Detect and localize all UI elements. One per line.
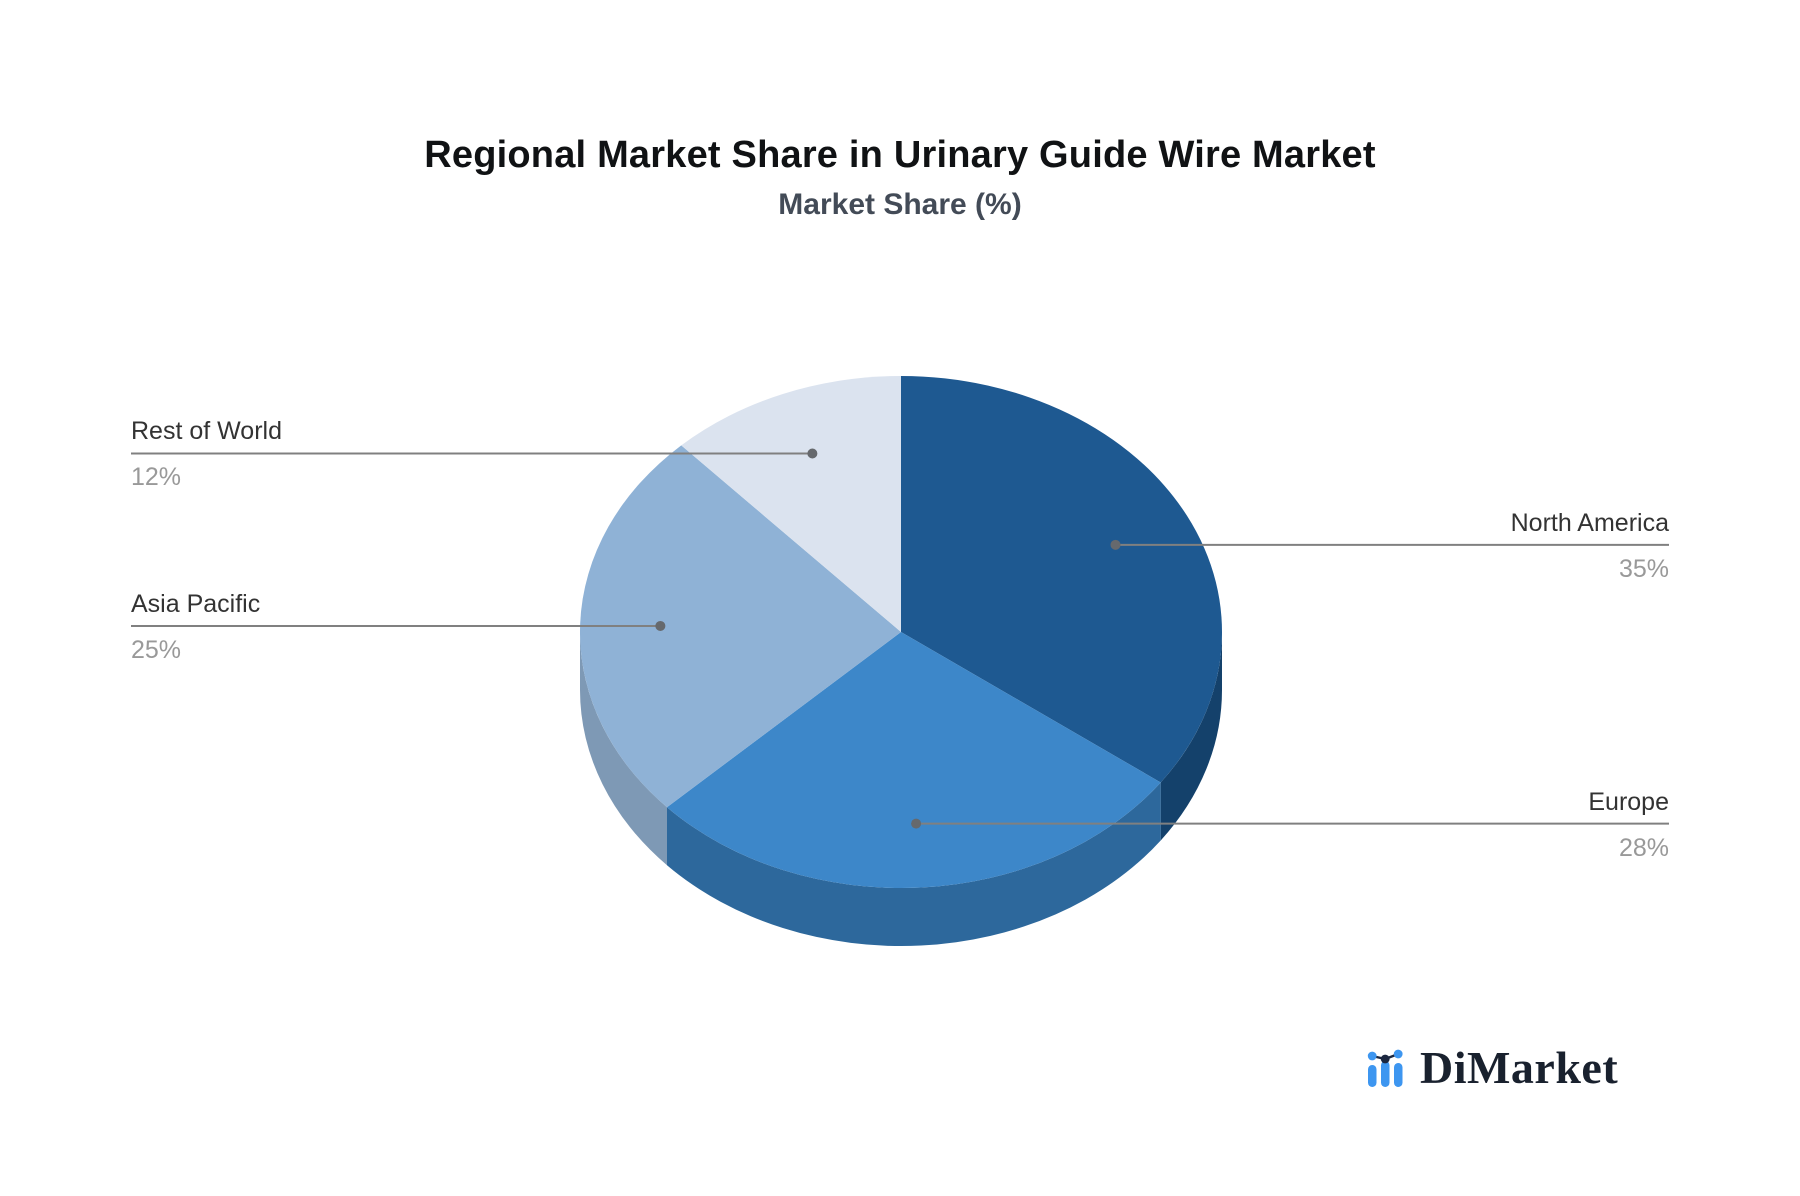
pie-slice-north-america[interactable]	[901, 376, 1222, 783]
connector-dot-asia-pacific	[655, 620, 666, 631]
bar-chart-logo-icon	[1367, 1049, 1403, 1087]
slice-value-asia-pacific: 25%	[131, 635, 182, 664]
chart-subtitle: Market Share (%)	[778, 188, 1022, 221]
slice-label-asia-pacific: Asia Pacific	[131, 589, 261, 618]
connector-dot-rest-of-world	[807, 448, 818, 459]
brand-logo-text: DiMarket	[1420, 1042, 1619, 1093]
slice-value-rest-of-world: 12%	[131, 463, 182, 492]
slice-value-europe: 28%	[1618, 833, 1669, 862]
connector-dot-europe	[911, 818, 922, 829]
pie-slice-europe-side	[667, 782, 1161, 946]
slice-label-europe: Europe	[1588, 787, 1669, 816]
pie-slice-rest-of-world[interactable]	[681, 376, 901, 632]
slice-label-north-america: North America	[1510, 508, 1669, 537]
pie-slice-north-america-side	[1160, 632, 1222, 841]
slice-value-north-america: 35%	[1618, 554, 1669, 583]
pie-slice-asia-pacific-side	[580, 632, 668, 866]
brand-logo: DiMarket	[1364, 1040, 1618, 1092]
connector-dot-north-america	[1110, 539, 1121, 550]
chart-title: Regional Market Share in Urinary Guide W…	[424, 134, 1376, 176]
slice-label-rest-of-world: Rest of World	[131, 417, 282, 446]
pie-slice-asia-pacific[interactable]	[580, 445, 901, 808]
